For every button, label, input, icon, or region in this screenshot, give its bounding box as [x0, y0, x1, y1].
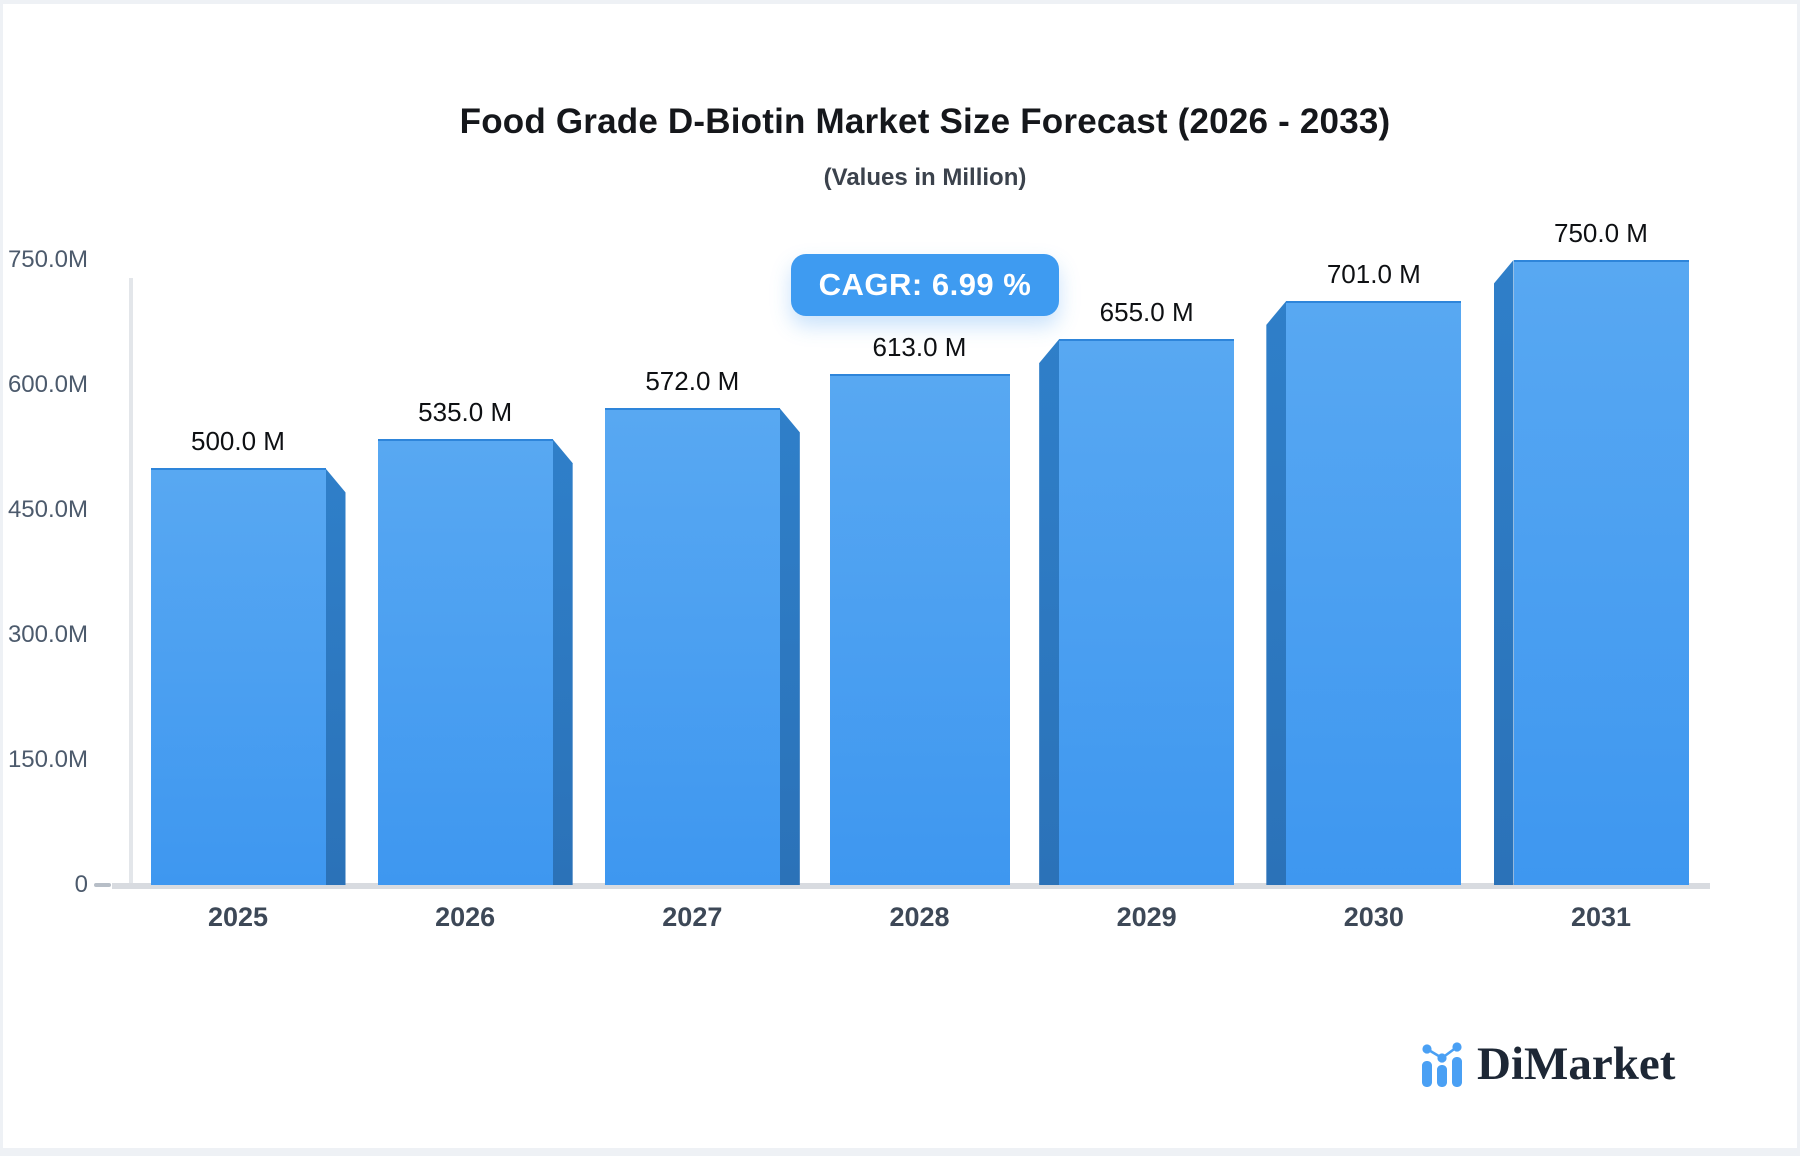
- bar-2029[interactable]: [1039, 339, 1235, 885]
- y-tick-label-600.0M: 600.0M: [7, 371, 88, 398]
- x-tick-label-2029: 2029: [1116, 902, 1177, 932]
- chart-subtitle: (Values in Million): [823, 164, 1027, 191]
- bar-side-face-2030: [1266, 300, 1287, 885]
- value-label-2028: 613.0 M: [872, 332, 967, 363]
- bar-2027[interactable]: [604, 408, 800, 885]
- value-label-2030: 701.0 M: [1326, 258, 1421, 289]
- bar-face-2029: [1059, 339, 1235, 885]
- bar-face-2028: [829, 374, 1010, 885]
- value-label-2031: 750.0 M: [1554, 218, 1648, 248]
- x-tick-label-2031: 2031: [1570, 902, 1632, 932]
- bar-2025[interactable]: [150, 468, 346, 885]
- brand-logo: DiMarket: [1420, 1040, 1675, 1088]
- x-tick-label-2027: 2027: [662, 902, 723, 932]
- bar-face-2025: [150, 468, 326, 885]
- bar-face-2031: [1513, 260, 1689, 885]
- x-tick-label-2030: 2030: [1343, 902, 1404, 932]
- bar-side-face-2025: [325, 468, 346, 885]
- brand-name: DiMarket: [1477, 1038, 1676, 1090]
- bar-2028[interactable]: [829, 374, 1010, 885]
- bar-2026[interactable]: [377, 439, 573, 885]
- bar-face-2030: [1286, 300, 1462, 885]
- y-tick-label-450.0M: 450.0M: [7, 496, 88, 523]
- cagr-badge: CAGR: 6.99 %: [791, 254, 1059, 316]
- y-tick-label-300.0M: 300.0M: [7, 621, 88, 648]
- x-tick-label-2028: 2028: [889, 902, 950, 932]
- y-tick-label-0: 0: [74, 871, 88, 898]
- x-tick-label-2025: 2025: [207, 902, 269, 932]
- bar-face-2026: [377, 439, 553, 885]
- value-label-2025: 500.0 M: [191, 426, 285, 457]
- chart-title: Food Grade D-Biotin Market Size Forecast…: [459, 102, 1391, 141]
- value-label-2029: 655.0 M: [1099, 297, 1194, 328]
- mini-bar-chart-icon: [1422, 1042, 1462, 1087]
- bar-side-face-2027: [779, 408, 800, 885]
- y-tick-label-150.0M: 150.0M: [7, 746, 88, 773]
- bar-2031[interactable]: [1493, 260, 1689, 885]
- bar-side-face-2026: [552, 439, 573, 885]
- x-axis-line: [112, 883, 1710, 889]
- y-tick-label-750.0M: 750.0M: [7, 246, 88, 273]
- bar-side-face-2029: [1039, 339, 1060, 885]
- value-label-2027: 572.0 M: [645, 366, 740, 397]
- bar-face-2027: [604, 408, 780, 885]
- value-label-2026: 535.0 M: [418, 397, 513, 428]
- y-axis-line: [129, 278, 133, 883]
- bar-side-face-2031: [1493, 260, 1514, 885]
- bar-2030[interactable]: [1266, 300, 1462, 885]
- x-tick-label-2026: 2026: [435, 902, 496, 932]
- zero-tick-dash: [94, 883, 111, 887]
